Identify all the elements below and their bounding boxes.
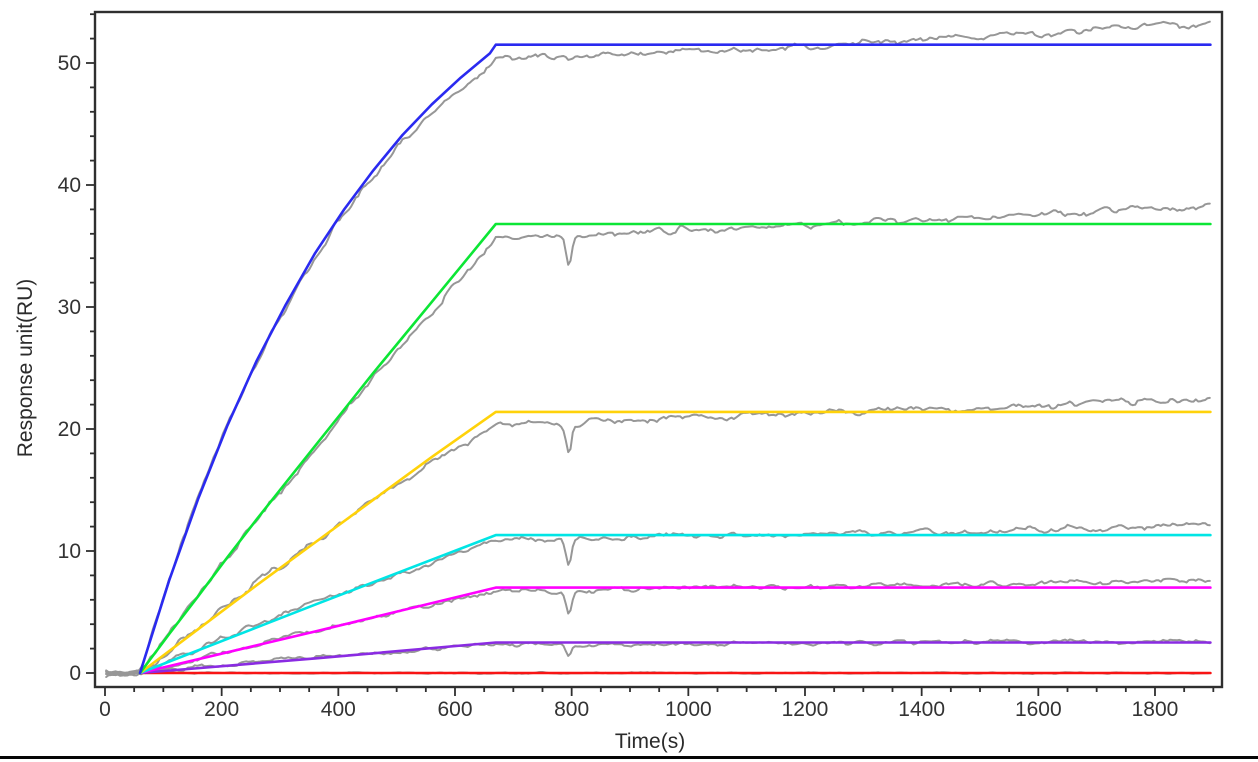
x-tick-label: 400 xyxy=(321,698,356,721)
measured-data-traces xyxy=(105,20,1211,678)
y-tick-label: 50 xyxy=(58,52,81,75)
data-trace-blue xyxy=(105,20,1211,677)
blue-fit-line xyxy=(138,43,1212,675)
cyan-fit-line xyxy=(138,533,1212,675)
x-tick-label: 1200 xyxy=(782,698,829,721)
data-trace-yellow xyxy=(105,396,1211,676)
kinetic-fit-lines xyxy=(138,43,1212,675)
x-tick-label: 200 xyxy=(204,698,239,721)
x-tick-label: 1600 xyxy=(1015,698,1062,721)
x-tick-label: 1000 xyxy=(665,698,712,721)
x-tick-label: 1800 xyxy=(1132,698,1179,721)
axis-labels: 0 200 400 600 800 1000 1200 1400 1600 1800 0 10 20 30… xyxy=(58,52,1179,721)
purple-fit-line xyxy=(138,641,1212,675)
y-tick-label: 30 xyxy=(58,296,81,319)
green-fit-line xyxy=(138,222,1212,675)
x-tick-label: 600 xyxy=(437,698,472,721)
y-tick-label: 10 xyxy=(58,540,81,563)
y-tick-label: 20 xyxy=(58,418,81,441)
y-tick-label: 40 xyxy=(58,174,81,197)
x-tick-label: 800 xyxy=(554,698,589,721)
plot-border xyxy=(93,10,1224,689)
bottom-border-line xyxy=(0,756,1258,759)
data-trace-purple xyxy=(105,638,1211,676)
data-trace-green xyxy=(105,202,1211,678)
x-tick-label: 0 xyxy=(99,698,111,721)
y-axis-title: Response unit(RU) xyxy=(14,279,37,458)
yellow-fit-line xyxy=(138,410,1212,675)
x-axis-title: Time(s) xyxy=(615,730,685,753)
x-tick-label: 1400 xyxy=(898,698,945,721)
data-trace-cyan xyxy=(105,522,1211,677)
axis-ticks xyxy=(86,13,1215,696)
magenta-fit-line xyxy=(138,586,1212,675)
y-tick-label: 0 xyxy=(69,662,81,685)
